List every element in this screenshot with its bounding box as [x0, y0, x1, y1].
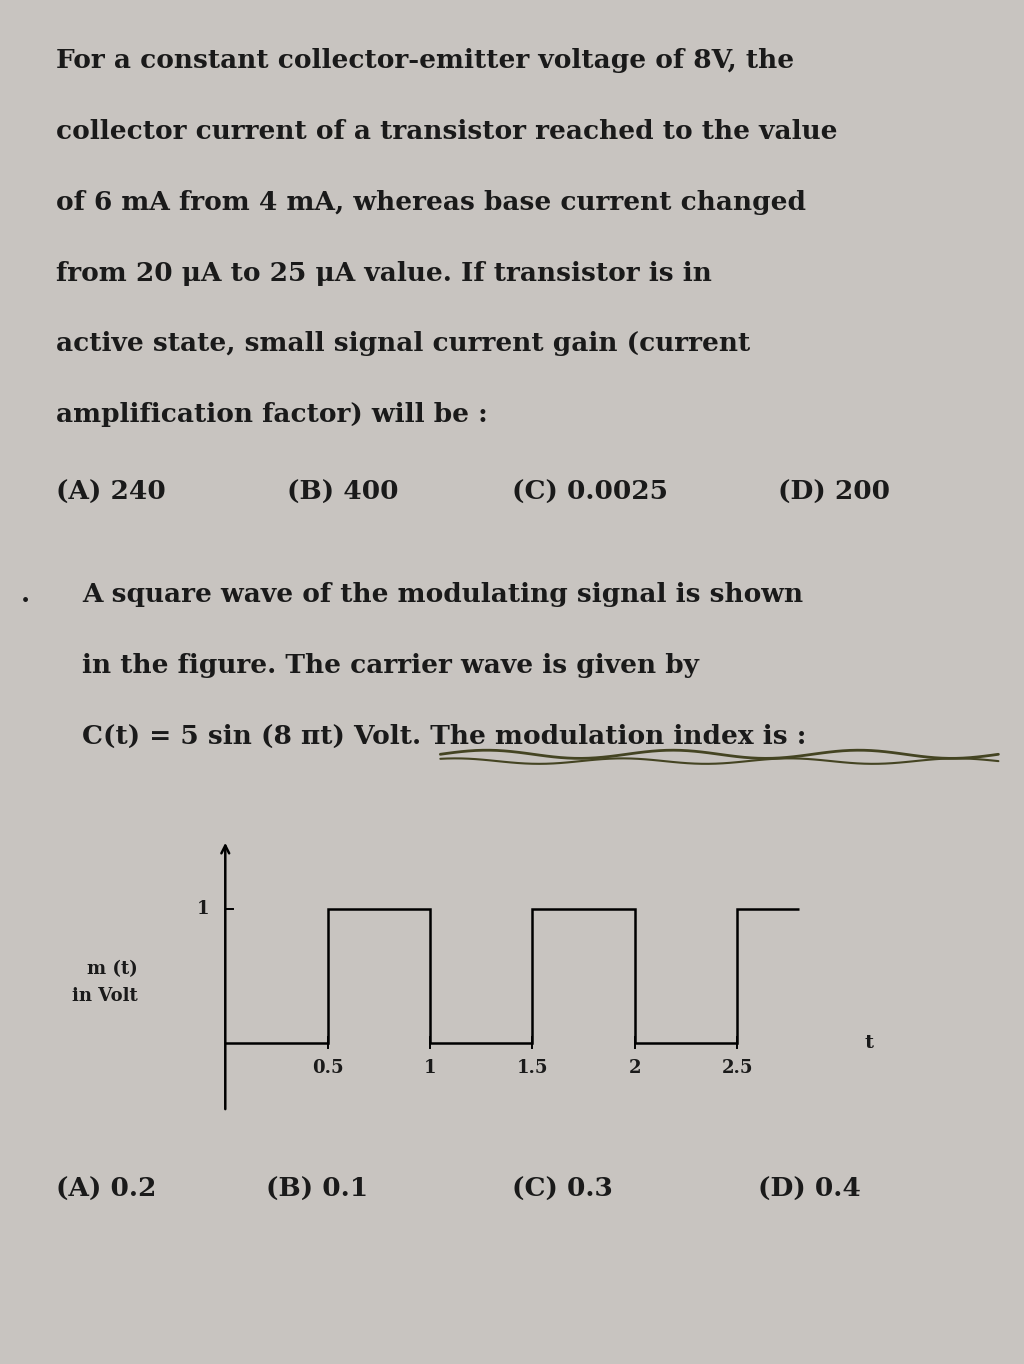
Text: active state, small signal current gain (current: active state, small signal current gain …: [56, 331, 751, 356]
Text: amplification factor) will be :: amplification factor) will be :: [56, 402, 488, 427]
Text: C(t) = 5 sin (8 πt) Volt. The modulation index is :: C(t) = 5 sin (8 πt) Volt. The modulation…: [82, 724, 806, 749]
Text: in Volt: in Volt: [73, 988, 138, 1005]
Text: For a constant collector-emitter voltage of 8V, the: For a constant collector-emitter voltage…: [56, 48, 795, 72]
Text: A square wave of the modulating signal is shown: A square wave of the modulating signal i…: [82, 582, 803, 607]
Text: (B) 400: (B) 400: [287, 480, 398, 505]
Text: m (t): m (t): [87, 960, 138, 978]
Text: (A) 240: (A) 240: [56, 480, 166, 505]
Text: 0.5: 0.5: [312, 1058, 343, 1076]
Text: 2: 2: [629, 1058, 641, 1076]
Text: 1: 1: [197, 900, 209, 918]
Text: from 20 μA to 25 μA value. If transistor is in: from 20 μA to 25 μA value. If transistor…: [56, 261, 713, 285]
Text: (C) 0.0025: (C) 0.0025: [512, 480, 668, 505]
Text: (B) 0.1: (B) 0.1: [266, 1177, 369, 1202]
Text: collector current of a transistor reached to the value: collector current of a transistor reache…: [56, 119, 838, 143]
Text: (A) 0.2: (A) 0.2: [56, 1177, 157, 1202]
Text: in the figure. The carrier wave is given by: in the figure. The carrier wave is given…: [82, 653, 698, 678]
Text: .: .: [20, 582, 30, 607]
Text: 2.5: 2.5: [722, 1058, 753, 1076]
Text: (D) 200: (D) 200: [778, 480, 890, 505]
Text: (C) 0.3: (C) 0.3: [512, 1177, 613, 1202]
Text: 1.5: 1.5: [517, 1058, 548, 1076]
Text: of 6 mA from 4 mA, whereas base current changed: of 6 mA from 4 mA, whereas base current …: [56, 190, 806, 214]
Text: t: t: [864, 1034, 873, 1052]
Text: (D) 0.4: (D) 0.4: [758, 1177, 860, 1202]
Text: 1: 1: [424, 1058, 436, 1076]
